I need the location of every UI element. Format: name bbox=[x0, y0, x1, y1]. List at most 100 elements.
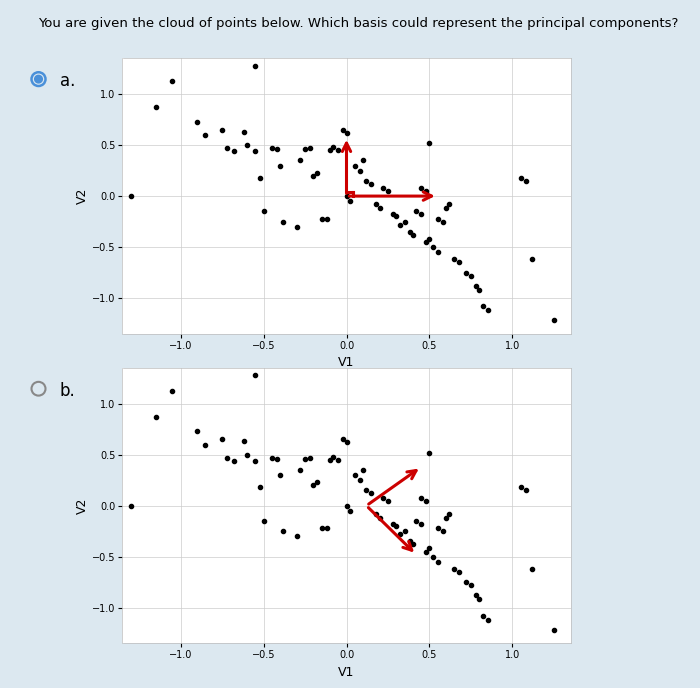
Point bbox=[394, 219, 405, 230]
Point bbox=[349, 160, 360, 171]
Point bbox=[444, 199, 455, 210]
Point bbox=[337, 434, 349, 445]
Point bbox=[371, 508, 382, 519]
Point bbox=[421, 186, 432, 197]
Point bbox=[200, 439, 211, 450]
Point bbox=[358, 155, 369, 166]
Point bbox=[416, 492, 427, 503]
Point bbox=[421, 495, 432, 506]
Point bbox=[377, 492, 388, 503]
Point bbox=[278, 216, 289, 227]
Point bbox=[311, 167, 322, 178]
Point bbox=[470, 590, 482, 601]
Point bbox=[341, 191, 352, 202]
Point bbox=[548, 625, 559, 636]
Point bbox=[167, 385, 178, 396]
Point bbox=[482, 614, 493, 625]
Point bbox=[360, 485, 372, 496]
Point bbox=[416, 182, 427, 193]
X-axis label: V1: V1 bbox=[338, 666, 355, 679]
Text: b.: b. bbox=[60, 382, 76, 400]
Point bbox=[349, 470, 360, 481]
Point bbox=[304, 452, 316, 463]
Point bbox=[221, 142, 232, 153]
Point bbox=[391, 211, 402, 222]
Point bbox=[341, 127, 352, 138]
Point bbox=[421, 237, 432, 248]
Point bbox=[200, 129, 211, 140]
Point bbox=[387, 209, 398, 220]
Y-axis label: V2: V2 bbox=[76, 188, 90, 204]
Point bbox=[427, 551, 438, 562]
Point bbox=[304, 142, 316, 153]
Point bbox=[250, 455, 261, 466]
Point bbox=[515, 482, 526, 493]
Point bbox=[394, 528, 405, 539]
Point bbox=[440, 203, 452, 214]
Point bbox=[515, 172, 526, 183]
Point bbox=[167, 76, 178, 87]
Point bbox=[432, 246, 443, 257]
Point bbox=[311, 477, 322, 488]
Point bbox=[328, 142, 339, 153]
Point bbox=[250, 369, 261, 380]
Point bbox=[424, 138, 435, 149]
Point bbox=[474, 594, 485, 605]
Point bbox=[250, 146, 261, 157]
Point bbox=[482, 305, 493, 316]
Point bbox=[216, 125, 228, 136]
Point bbox=[391, 521, 402, 532]
Point bbox=[382, 495, 393, 506]
Point bbox=[344, 195, 356, 206]
Point bbox=[354, 475, 365, 486]
Point bbox=[404, 226, 415, 237]
Point bbox=[238, 436, 249, 447]
Point bbox=[411, 515, 422, 526]
Point bbox=[424, 233, 435, 244]
Point bbox=[238, 127, 249, 138]
Point bbox=[461, 267, 472, 278]
Point bbox=[374, 203, 385, 214]
Point bbox=[324, 144, 335, 155]
Point bbox=[548, 315, 559, 326]
Point bbox=[374, 513, 385, 524]
Point bbox=[360, 175, 372, 186]
Point bbox=[404, 536, 415, 547]
Point bbox=[271, 453, 282, 464]
Point bbox=[520, 485, 531, 496]
Point bbox=[416, 519, 427, 530]
Point bbox=[216, 434, 228, 445]
Point bbox=[432, 556, 443, 567]
Point bbox=[454, 566, 465, 577]
Text: You are given the cloud of points below. Which basis could represent the princip: You are given the cloud of points below.… bbox=[38, 17, 679, 30]
Point bbox=[432, 213, 443, 224]
Point bbox=[221, 452, 232, 463]
Point bbox=[344, 505, 356, 516]
Point bbox=[266, 452, 277, 463]
Point bbox=[308, 170, 319, 181]
Point bbox=[454, 257, 465, 268]
Point bbox=[427, 241, 438, 252]
Point bbox=[399, 526, 410, 537]
Point bbox=[324, 454, 335, 465]
Y-axis label: V2: V2 bbox=[76, 497, 90, 514]
Point bbox=[416, 209, 427, 220]
Point bbox=[241, 140, 253, 151]
Point bbox=[354, 165, 365, 176]
Point bbox=[316, 213, 327, 224]
Point bbox=[387, 519, 398, 530]
Point bbox=[520, 175, 531, 186]
Point bbox=[274, 160, 286, 171]
Point bbox=[366, 178, 377, 189]
Point bbox=[192, 426, 203, 437]
Point bbox=[332, 454, 344, 465]
Point bbox=[407, 229, 419, 240]
Point bbox=[526, 254, 538, 265]
Point bbox=[424, 447, 435, 458]
Point bbox=[291, 221, 302, 232]
Point bbox=[424, 543, 435, 554]
Point bbox=[411, 206, 422, 217]
Point bbox=[366, 488, 377, 499]
Point bbox=[228, 455, 239, 466]
Point bbox=[470, 280, 482, 291]
